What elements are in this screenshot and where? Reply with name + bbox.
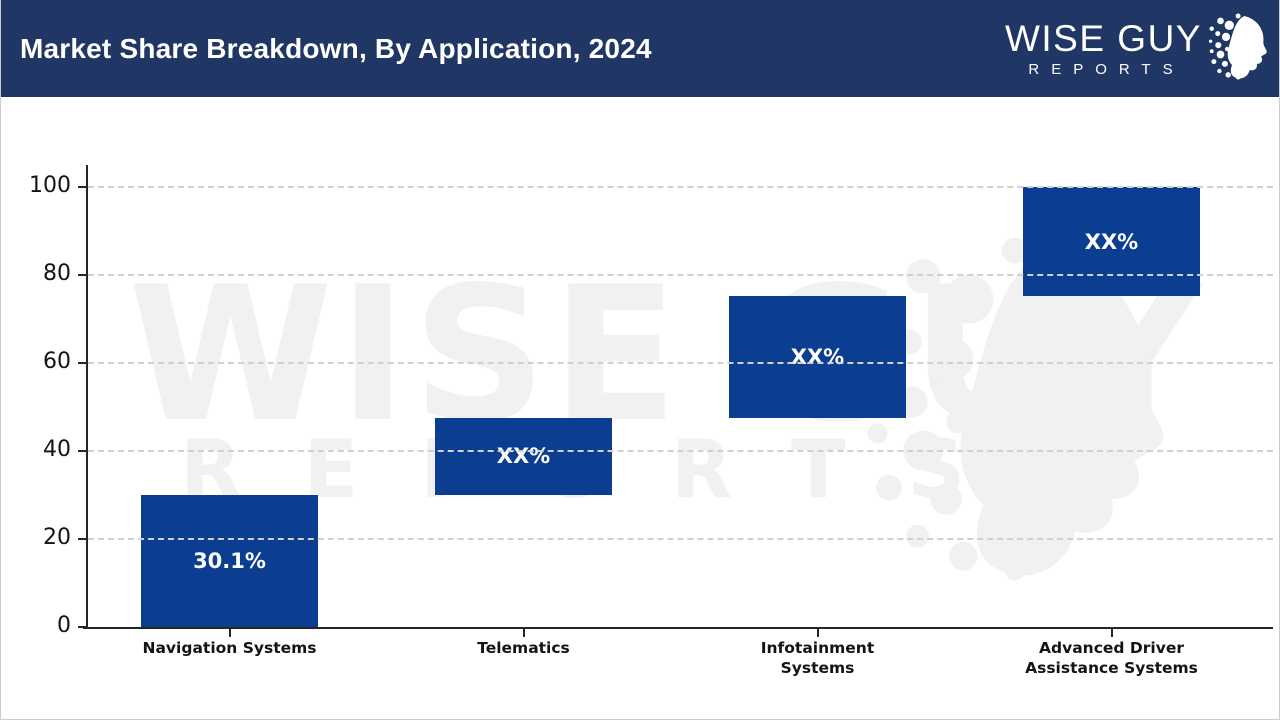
gridline-40	[88, 450, 1273, 452]
y-axis-tick-label-0: 0	[57, 613, 71, 638]
y-axis-tick-label-20: 20	[43, 525, 71, 550]
y-axis-tick-100	[78, 186, 87, 188]
y-axis-tick-label-80: 80	[43, 261, 71, 286]
category-label: Infotainment Systems	[668, 638, 968, 678]
y-axis-tick-40	[78, 450, 87, 452]
category-label: Advanced Driver Assistance Systems	[962, 638, 1262, 678]
y-axis-tick-80	[78, 274, 87, 276]
x-axis-line	[83, 627, 1273, 629]
bar-value-label: XX%	[1084, 229, 1139, 254]
logo-reports-text: REPORTS	[1028, 61, 1185, 79]
category-label-line: Systems	[780, 659, 855, 677]
bar-value-label: XX%	[790, 345, 845, 370]
category-label-line: Advanced Driver	[1039, 639, 1184, 657]
y-axis-line	[86, 165, 88, 629]
page-title: Market Share Breakdown, By Application, …	[20, 32, 652, 64]
bar-segment: 30.1%	[141, 494, 318, 627]
gridline-60	[88, 362, 1273, 364]
y-axis-tick-60	[78, 362, 87, 364]
x-axis-tick	[522, 629, 525, 637]
x-axis-tick	[1110, 629, 1113, 637]
watermark-head-icon	[863, 237, 1164, 581]
logo-wordmark: WISE GUY	[1004, 17, 1202, 59]
category-label-line: Navigation Systems	[142, 639, 317, 657]
bar-segment: XX%	[435, 418, 612, 495]
bar-value-label: 30.1%	[193, 548, 266, 573]
y-axis-tick-0	[78, 626, 87, 628]
x-axis-tick	[228, 629, 231, 637]
y-axis-tick-20	[78, 538, 87, 540]
y-axis-tick-label-100: 100	[29, 173, 71, 198]
category-label-line: Telematics	[477, 639, 570, 657]
brand-logo: WISE GUY REPORTS	[1005, 4, 1270, 94]
y-axis-tick-label-40: 40	[43, 437, 71, 462]
y-axis-tick-label-60: 60	[43, 349, 71, 374]
gridline-100	[88, 186, 1273, 188]
bar-segment: XX%	[1023, 187, 1200, 297]
logo-head-icon	[1208, 13, 1267, 80]
category-label: Navigation Systems	[80, 638, 380, 658]
category-label-line: Infotainment	[760, 639, 875, 657]
header-bar: Market Share Breakdown, By Application, …	[0, 0, 1280, 97]
category-label: Telematics	[374, 638, 674, 658]
bar-value-label: XX%	[496, 444, 551, 469]
category-label-line: Assistance Systems	[1025, 659, 1198, 677]
gridline-20	[88, 538, 1273, 540]
gridline-80	[88, 274, 1273, 276]
bar-segment: XX%	[729, 296, 906, 418]
x-axis-tick	[816, 629, 819, 637]
